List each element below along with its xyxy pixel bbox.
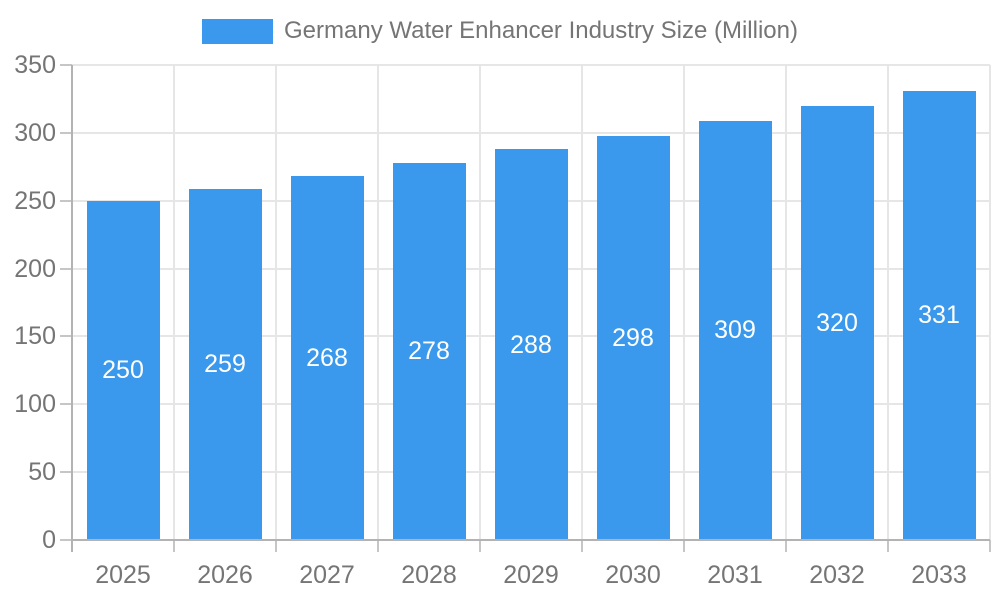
- bar[interactable]: [290, 176, 364, 540]
- x-axis-tick: [581, 540, 583, 552]
- y-axis-label: 350: [14, 51, 56, 79]
- y-axis-label: 250: [14, 186, 56, 215]
- y-axis-label: 200: [14, 254, 56, 283]
- legend-swatch: [202, 18, 274, 44]
- x-axis-label: 2033: [911, 561, 967, 589]
- y-axis-tick: [60, 539, 72, 541]
- y-axis-line: [71, 65, 73, 552]
- bar[interactable]: [800, 105, 874, 540]
- x-axis-label: 2026: [197, 561, 253, 589]
- bar[interactable]: [188, 188, 262, 540]
- y-axis-tick: [60, 131, 72, 134]
- x-axis-label: 2025: [95, 561, 151, 589]
- x-axis-tick: [989, 540, 991, 552]
- y-axis-tick: [60, 64, 72, 66]
- x-gridline: [275, 65, 277, 540]
- x-gridline: [173, 65, 175, 540]
- bar[interactable]: [596, 135, 670, 540]
- y-gridline: [72, 131, 990, 134]
- x-gridline: [887, 65, 889, 540]
- bar[interactable]: [86, 200, 160, 540]
- bar-value-label: 331: [918, 301, 960, 330]
- x-gridline: [377, 65, 379, 540]
- chart-title: Germany Water Enhancer Industry Size (Mi…: [284, 17, 798, 44]
- bar[interactable]: [392, 162, 466, 540]
- x-axis-label: 2030: [605, 561, 661, 589]
- y-axis-tick: [60, 199, 72, 202]
- y-gridline: [72, 64, 990, 66]
- bar-value-label: 298: [612, 323, 654, 352]
- x-gridline: [479, 65, 481, 540]
- y-axis-label: 300: [14, 118, 56, 147]
- y-axis-tick: [60, 403, 72, 406]
- x-axis-line: [72, 539, 990, 541]
- x-axis-label: 2029: [503, 561, 559, 589]
- y-axis-label: 100: [14, 390, 56, 419]
- x-gridline: [989, 65, 991, 540]
- bar-value-label: 320: [816, 308, 858, 337]
- bar-value-label: 259: [204, 350, 246, 379]
- bar-value-label: 278: [408, 337, 450, 366]
- x-axis-tick: [887, 540, 889, 552]
- bar-value-label: 268: [306, 344, 348, 373]
- legend[interactable]: Germany Water Enhancer Industry Size (Mi…: [0, 17, 1000, 45]
- bar[interactable]: [494, 149, 568, 540]
- x-axis-label: 2031: [707, 561, 763, 589]
- x-axis-label: 2028: [401, 561, 457, 589]
- y-axis-tick: [60, 267, 72, 270]
- bar[interactable]: [902, 90, 976, 540]
- x-axis-label: 2027: [299, 561, 355, 589]
- y-axis-tick: [60, 335, 72, 338]
- x-gridline: [581, 65, 583, 540]
- y-axis-label: 0: [42, 526, 56, 554]
- x-axis-tick: [479, 540, 481, 552]
- bar-value-label: 250: [102, 356, 144, 385]
- bar-value-label: 288: [510, 330, 552, 359]
- bar-value-label: 309: [714, 316, 756, 345]
- x-axis-tick: [173, 540, 175, 552]
- x-axis-tick: [785, 540, 787, 552]
- y-axis-label: 50: [28, 458, 56, 487]
- bar[interactable]: [698, 120, 772, 540]
- x-axis-tick: [275, 540, 277, 552]
- y-axis-tick: [60, 471, 72, 474]
- x-axis-tick: [683, 540, 685, 552]
- x-axis-tick: [377, 540, 379, 552]
- x-gridline: [785, 65, 787, 540]
- x-axis-label: 2032: [809, 561, 865, 589]
- x-gridline: [683, 65, 685, 540]
- y-axis-label: 150: [14, 322, 56, 351]
